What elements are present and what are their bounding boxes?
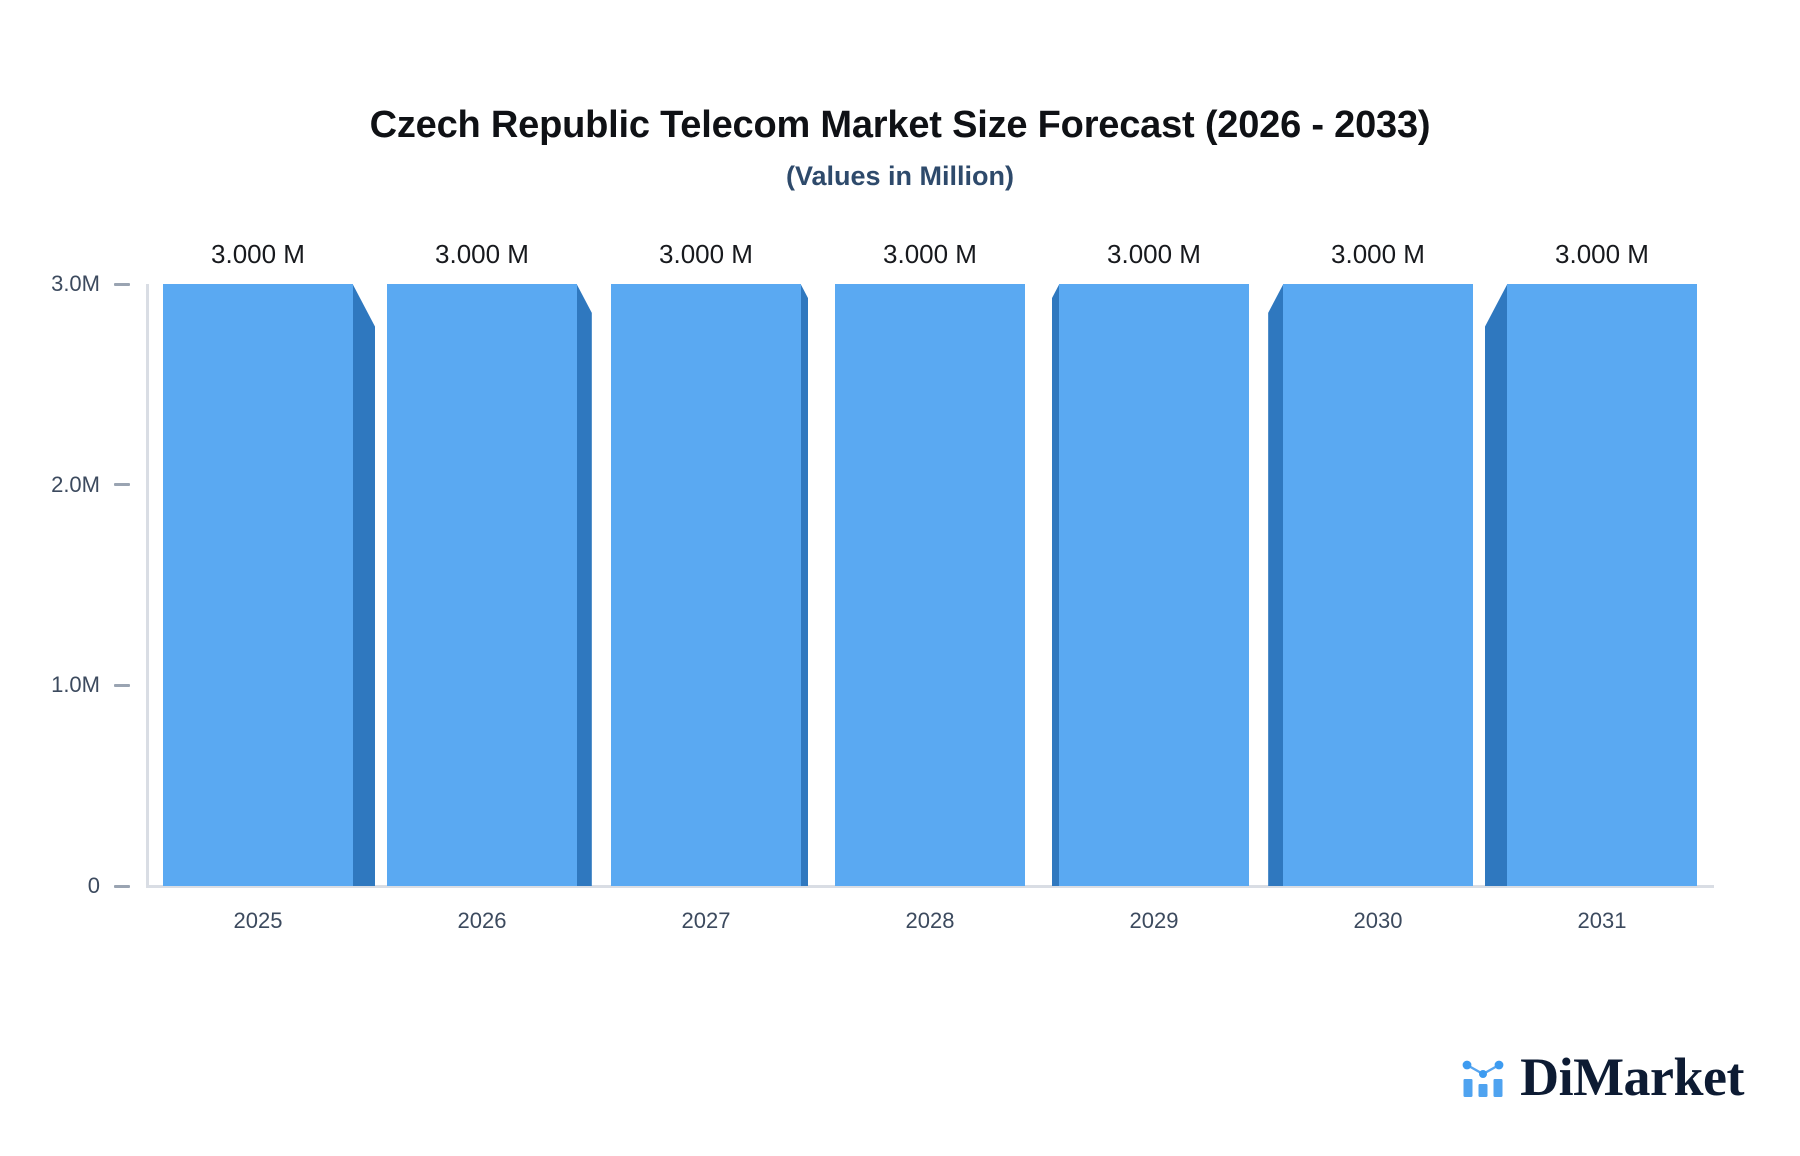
bar-value-label: 3.000 M (883, 239, 977, 269)
y-axis-tick-mark (114, 884, 130, 888)
x-axis-label: 2029 (1129, 908, 1179, 933)
bar-side-face (352, 284, 376, 886)
bar-series: 3.000 M 3.000 M 3.000 M 3.000 M 3.000 M 3.000… (146, 239, 1714, 886)
bar-column[interactable]: 3.000 M (835, 239, 1025, 886)
bar-value-label: 3.000 M (211, 239, 305, 269)
y-axis-tick-label: 0 (87, 873, 100, 898)
bar-value-label: 3.000 M (1331, 239, 1425, 269)
bar-value-label: 3.000 M (1555, 239, 1649, 269)
bar-face (1507, 284, 1697, 886)
x-axis-line (146, 885, 1714, 888)
y-axis-line (146, 284, 149, 888)
x-axis-label: 2030 (1353, 908, 1403, 933)
bar[interactable]: 3.000 M (1268, 239, 1473, 886)
y-axis-tick-label: 2.0M (51, 471, 100, 497)
bar-side-face (1268, 284, 1284, 886)
bar[interactable]: 3.000 M (835, 239, 1025, 886)
y-axis-tick-mark (114, 683, 130, 687)
y-axis-tick: 3.0M (10, 271, 130, 296)
y-axis-tick: 2.0M (10, 471, 130, 497)
bar-column[interactable]: 3.000 M (1484, 239, 1697, 886)
bar-column[interactable]: 3.000 M (163, 239, 376, 886)
chart-title-block: Czech Republic Telecom Market Size Forec… (0, 104, 1800, 192)
bar-value-label: 3.000 M (1107, 239, 1201, 269)
bar-value-label: 3.000 M (435, 239, 529, 269)
y-axis-tick: 1.0M (10, 672, 130, 698)
bar-chart-line-icon (1462, 1060, 1504, 1097)
bar-face (387, 284, 577, 886)
brand-logo: DiMarket (1460, 1050, 1744, 1104)
x-axis-label: 2026 (457, 908, 507, 933)
y-axis-tick-label: 1.0M (51, 672, 100, 698)
y-axis-tick: 0 (10, 873, 130, 898)
bar-side-face (1051, 284, 1060, 886)
bar-face (1059, 284, 1249, 886)
bar-column[interactable]: 3.000 M (1051, 239, 1249, 886)
bar-column[interactable]: 3.000 M (611, 239, 809, 886)
bar-face (163, 284, 353, 886)
brand-name: DiMarket (1520, 1047, 1744, 1107)
bar-face (1283, 284, 1473, 886)
y-axis-tick-mark (114, 282, 130, 286)
y-axis-tick-mark (114, 483, 130, 487)
bar[interactable]: 3.000 M (387, 239, 592, 886)
bar-side-face (1484, 284, 1508, 886)
bar[interactable]: 3.000 M (163, 239, 376, 886)
bar[interactable]: 3.000 M (611, 239, 809, 886)
bar-value-label: 3.000 M (659, 239, 753, 269)
x-axis-label: 2025 (233, 908, 283, 933)
x-axis-label: 2027 (681, 908, 731, 933)
bar-side-face (576, 284, 592, 886)
x-axis-label: 2031 (1577, 908, 1627, 933)
bar-column[interactable]: 3.000 M (1268, 239, 1473, 886)
chart-subtitle: (Values in Million) (785, 160, 1015, 191)
page-title: Czech Republic Telecom Market Size Forec… (369, 104, 1431, 146)
bar-face (835, 284, 1025, 886)
bar-column[interactable]: 3.000 M (387, 239, 592, 886)
x-axis-label: 2028 (905, 908, 955, 933)
y-axis-tick-label: 3.0M (51, 271, 100, 296)
bar-side-face (800, 284, 809, 886)
bar[interactable]: 3.000 M (1484, 239, 1697, 886)
bar[interactable]: 3.000 M (1051, 239, 1249, 886)
bar-face (611, 284, 801, 886)
